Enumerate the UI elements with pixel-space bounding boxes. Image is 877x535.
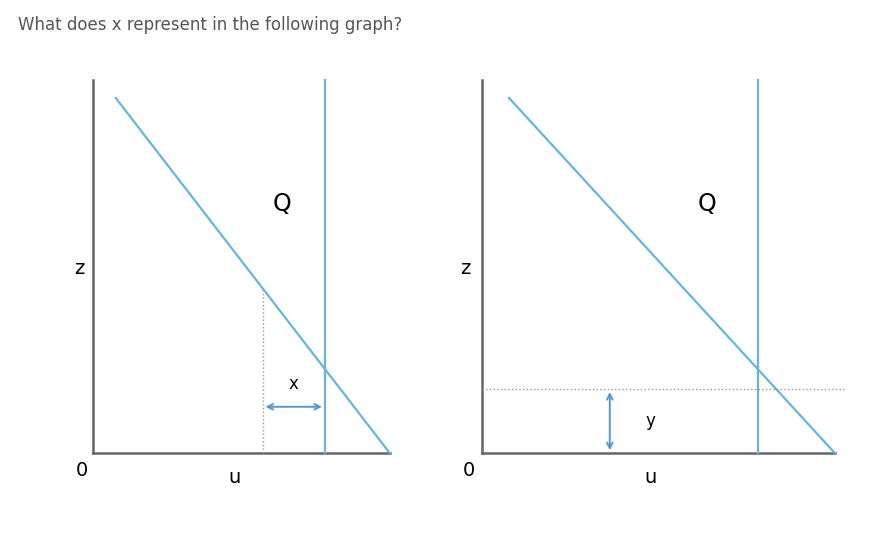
Text: u: u <box>643 469 655 487</box>
Text: Q: Q <box>273 193 291 217</box>
Text: x: x <box>289 374 298 393</box>
Text: Q: Q <box>697 193 716 217</box>
Text: 0: 0 <box>462 461 474 480</box>
Text: z: z <box>460 259 470 278</box>
Text: 0: 0 <box>75 461 88 480</box>
Text: y: y <box>645 412 654 430</box>
Text: u: u <box>228 469 240 487</box>
Text: What does x represent in the following graph?: What does x represent in the following g… <box>18 16 402 34</box>
Text: z: z <box>74 259 84 278</box>
